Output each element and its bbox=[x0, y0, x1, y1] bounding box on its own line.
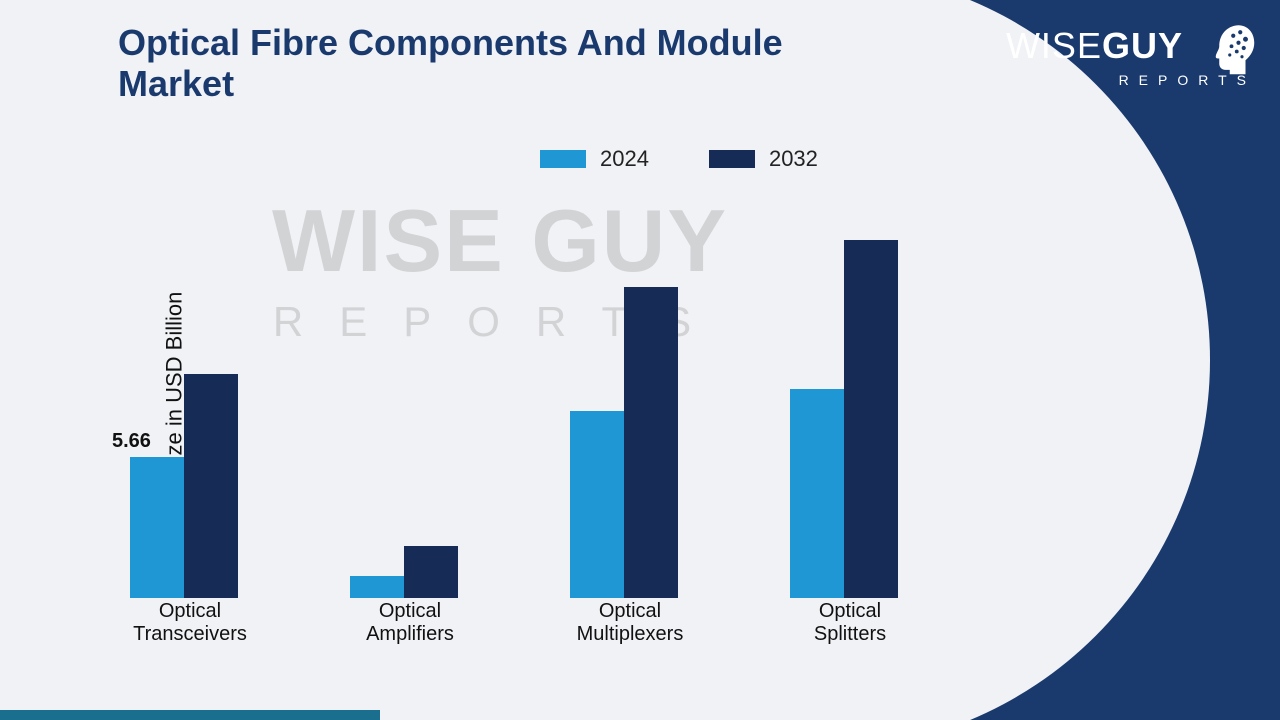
legend-label-2024: 2024 bbox=[600, 146, 649, 172]
chart-legend: 2024 2032 bbox=[540, 146, 818, 172]
chart-plot: 5.66OpticalTransceivers OpticalAmplifiers… bbox=[112, 200, 952, 640]
bottom-accent-bar bbox=[0, 710, 380, 720]
bar-group: OpticalAmplifiers bbox=[340, 200, 480, 598]
bar bbox=[790, 389, 844, 598]
bar bbox=[624, 287, 678, 598]
brand-name-2: GUY bbox=[1102, 25, 1183, 66]
x-axis-label: OpticalTransceivers bbox=[100, 600, 280, 646]
legend-item-2024: 2024 bbox=[540, 146, 649, 172]
bar bbox=[130, 457, 184, 598]
bar bbox=[184, 374, 238, 598]
legend-label-2032: 2032 bbox=[769, 146, 818, 172]
brand-logo: WISEGUY REPORTS bbox=[976, 20, 1256, 88]
bar-group: OpticalMultiplexers bbox=[560, 200, 700, 598]
bar-value-label: 5.66 bbox=[112, 430, 151, 453]
bar bbox=[350, 576, 404, 598]
chart-area: Market Size in USD Billion 5.66OpticalTr… bbox=[112, 200, 952, 640]
page: WISEGUY REPORTS Optical Fibre Components… bbox=[0, 0, 1280, 720]
legend-item-2032: 2032 bbox=[709, 146, 818, 172]
bar bbox=[404, 546, 458, 598]
x-axis-label: OpticalSplitters bbox=[760, 600, 940, 646]
x-axis-label: OpticalMultiplexers bbox=[540, 600, 720, 646]
legend-swatch-2032 bbox=[709, 150, 755, 168]
brand-subtitle: REPORTS bbox=[976, 72, 1256, 88]
legend-swatch-2024 bbox=[540, 150, 586, 168]
page-title: Optical Fibre Components And Module Mark… bbox=[118, 22, 858, 105]
head-dots-icon bbox=[1200, 20, 1256, 76]
x-axis-label: OpticalAmplifiers bbox=[320, 600, 500, 646]
bar bbox=[570, 411, 624, 598]
bar bbox=[844, 240, 898, 598]
bar-group: OpticalSplitters bbox=[780, 200, 920, 598]
bar-group: 5.66OpticalTransceivers bbox=[120, 200, 260, 598]
brand-name-1: WISE bbox=[1006, 25, 1102, 66]
